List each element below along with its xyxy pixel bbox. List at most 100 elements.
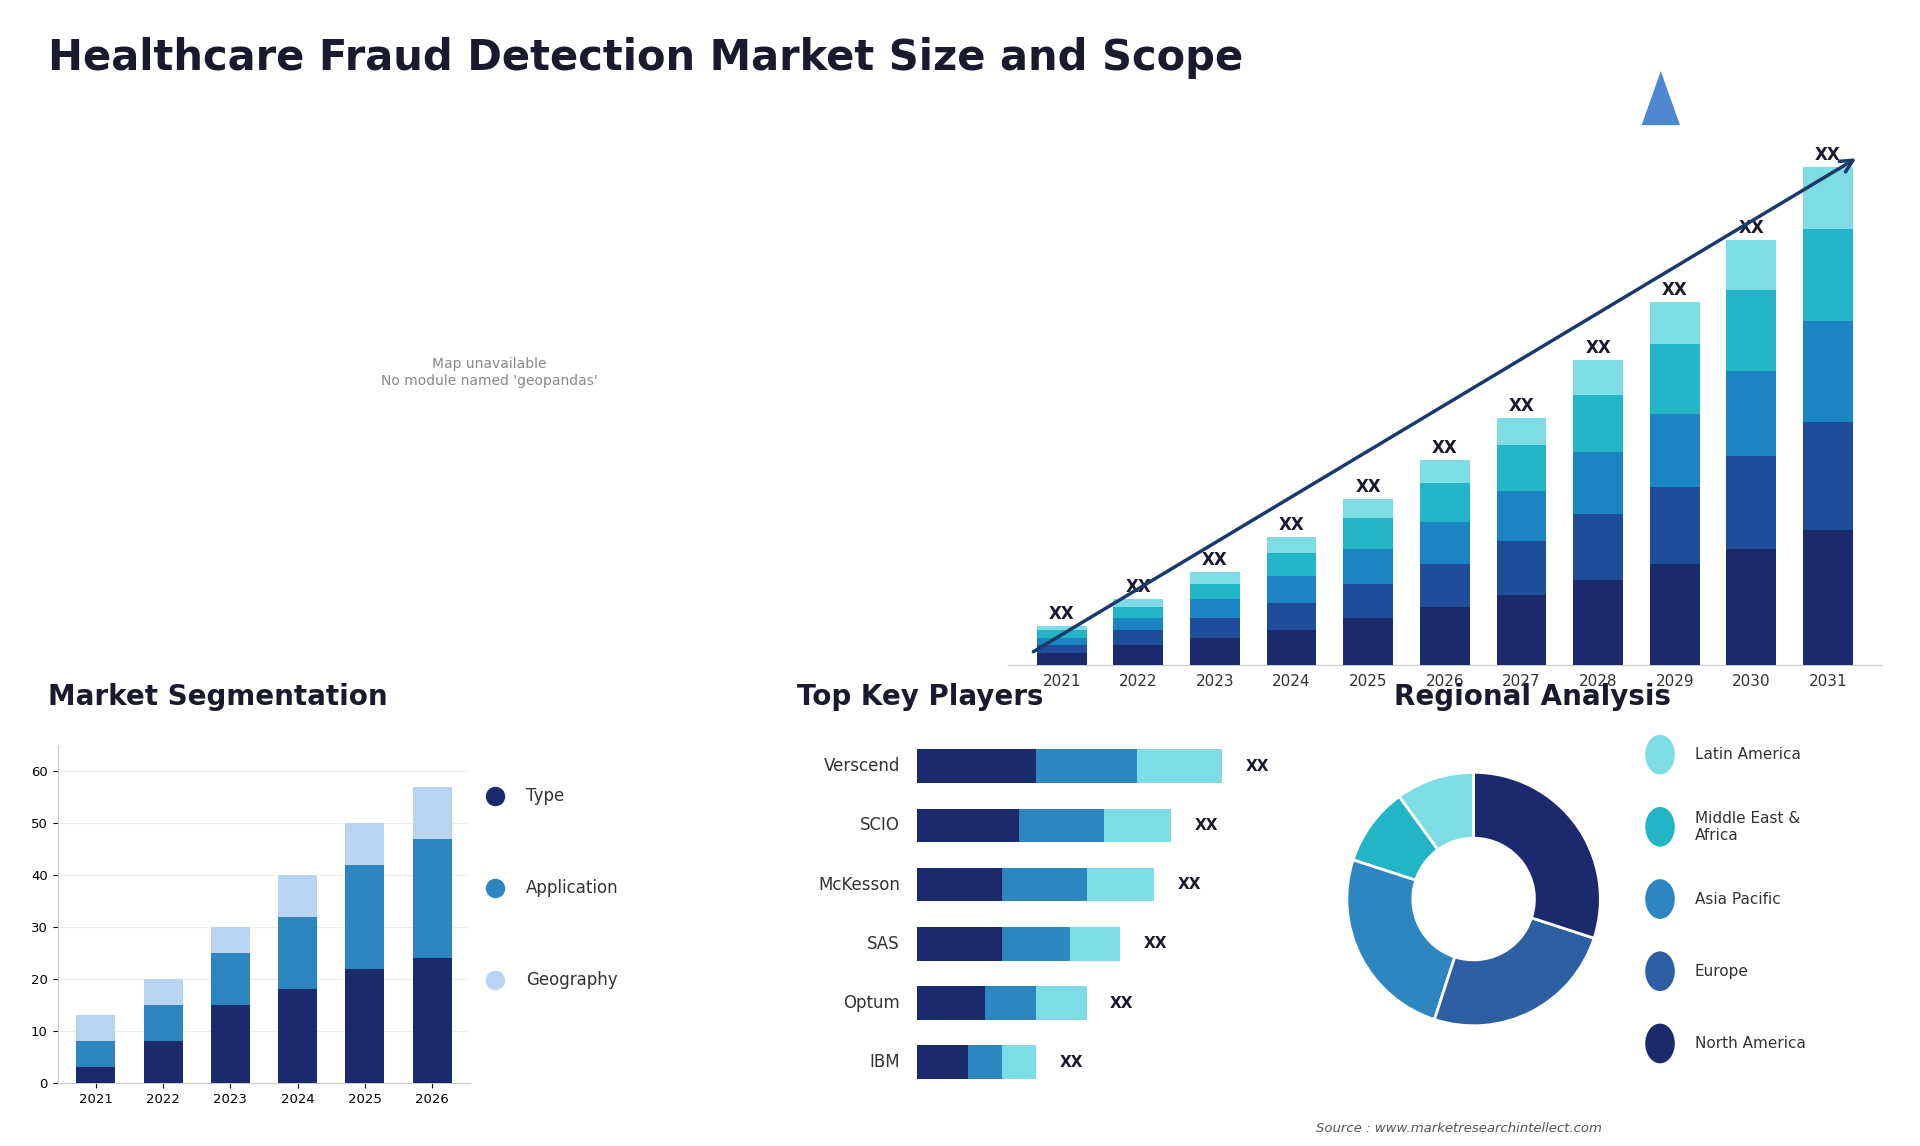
Bar [1572, 360, 1622, 394]
Bar [1037, 626, 1087, 630]
Text: MARKET: MARKET [1770, 50, 1824, 63]
Bar [1267, 552, 1317, 576]
Bar [1726, 371, 1776, 456]
Bar [1267, 537, 1317, 552]
Polygon shape [1626, 38, 1695, 125]
Text: Europe: Europe [1695, 964, 1749, 979]
Bar [968, 1045, 1002, 1080]
Bar [144, 1042, 182, 1083]
Bar [144, 1005, 182, 1042]
Bar [1803, 228, 1853, 321]
Text: Application: Application [526, 879, 618, 897]
Bar [918, 868, 1002, 902]
Text: Latin America: Latin America [1695, 747, 1801, 762]
Text: McKesson: McKesson [818, 876, 900, 894]
Bar [1020, 809, 1104, 842]
Text: Geography: Geography [526, 971, 618, 989]
Bar [918, 987, 985, 1020]
Text: XX: XX [1060, 1054, 1083, 1069]
Text: Asia Pacific: Asia Pacific [1695, 892, 1780, 906]
Bar [413, 958, 451, 1083]
Text: Healthcare Fraud Detection Market Size and Scope: Healthcare Fraud Detection Market Size a… [48, 37, 1244, 79]
Wedge shape [1400, 772, 1475, 850]
Wedge shape [1475, 772, 1599, 939]
Bar [1114, 606, 1164, 619]
Text: Source : www.marketresearchintellect.com: Source : www.marketresearchintellect.com [1317, 1122, 1601, 1136]
Bar [1803, 167, 1853, 228]
Circle shape [1645, 735, 1674, 775]
Text: Optum: Optum [843, 994, 900, 1012]
Text: RESEARCH: RESEARCH [1763, 81, 1832, 94]
Text: Map unavailable
No module named 'geopandas': Map unavailable No module named 'geopand… [382, 358, 597, 387]
Bar [1114, 599, 1164, 606]
Bar [346, 968, 384, 1083]
Bar [1267, 630, 1317, 665]
Bar [1267, 603, 1317, 630]
Text: XX: XX [1432, 439, 1457, 457]
Bar [1572, 515, 1622, 580]
Bar [1002, 868, 1087, 902]
Bar [211, 953, 250, 1005]
Bar [1114, 645, 1164, 665]
Bar [1190, 599, 1240, 619]
Bar [918, 1045, 968, 1080]
Bar [918, 749, 1037, 783]
Text: XX: XX [1738, 219, 1764, 237]
Bar [1190, 572, 1240, 583]
Bar [1087, 868, 1154, 902]
Circle shape [1645, 879, 1674, 919]
Bar [1496, 445, 1546, 490]
Bar [413, 786, 451, 839]
Bar [1037, 637, 1087, 645]
Circle shape [1645, 1023, 1674, 1063]
Bar [278, 917, 317, 989]
Text: XX: XX [1814, 146, 1841, 164]
Bar [1104, 809, 1171, 842]
Text: XX: XX [1246, 759, 1269, 774]
Bar [1726, 290, 1776, 371]
Bar [1496, 595, 1546, 665]
Wedge shape [1434, 918, 1594, 1026]
Bar [1002, 1045, 1037, 1080]
Bar [1572, 394, 1622, 453]
Bar [918, 927, 1002, 960]
Bar [1421, 606, 1469, 665]
Bar [211, 927, 250, 953]
Bar [1649, 301, 1699, 344]
Text: SCIO: SCIO [860, 816, 900, 834]
Bar [1344, 549, 1394, 583]
Text: Regional Analysis: Regional Analysis [1394, 683, 1670, 711]
Bar [1803, 529, 1853, 665]
Bar [1649, 344, 1699, 414]
Text: XX: XX [1144, 936, 1167, 951]
Bar [1496, 541, 1546, 595]
Text: XX: XX [1110, 996, 1133, 1011]
Bar [1803, 321, 1853, 422]
Bar [1344, 619, 1394, 665]
Bar [1037, 630, 1087, 637]
Text: XX: XX [1509, 397, 1534, 415]
Bar [1037, 749, 1137, 783]
Text: Market Segmentation: Market Segmentation [48, 683, 388, 711]
Text: IBM: IBM [870, 1053, 900, 1072]
Bar [413, 839, 451, 958]
Bar [278, 874, 317, 917]
Bar [918, 809, 1020, 842]
Text: Type: Type [526, 787, 564, 806]
Text: North America: North America [1695, 1036, 1807, 1051]
Wedge shape [1348, 860, 1455, 1020]
Bar [1114, 630, 1164, 645]
Text: XX: XX [1194, 818, 1217, 833]
Bar [1267, 576, 1317, 603]
Bar [1726, 456, 1776, 549]
Bar [1421, 484, 1469, 521]
Text: XX: XX [1202, 551, 1227, 568]
Text: XX: XX [1356, 478, 1380, 495]
Bar [1137, 749, 1221, 783]
Bar [1649, 414, 1699, 487]
Bar [1344, 518, 1394, 549]
Bar [1037, 645, 1087, 653]
Bar [1344, 499, 1394, 518]
Bar [1803, 422, 1853, 529]
Bar [1726, 241, 1776, 290]
